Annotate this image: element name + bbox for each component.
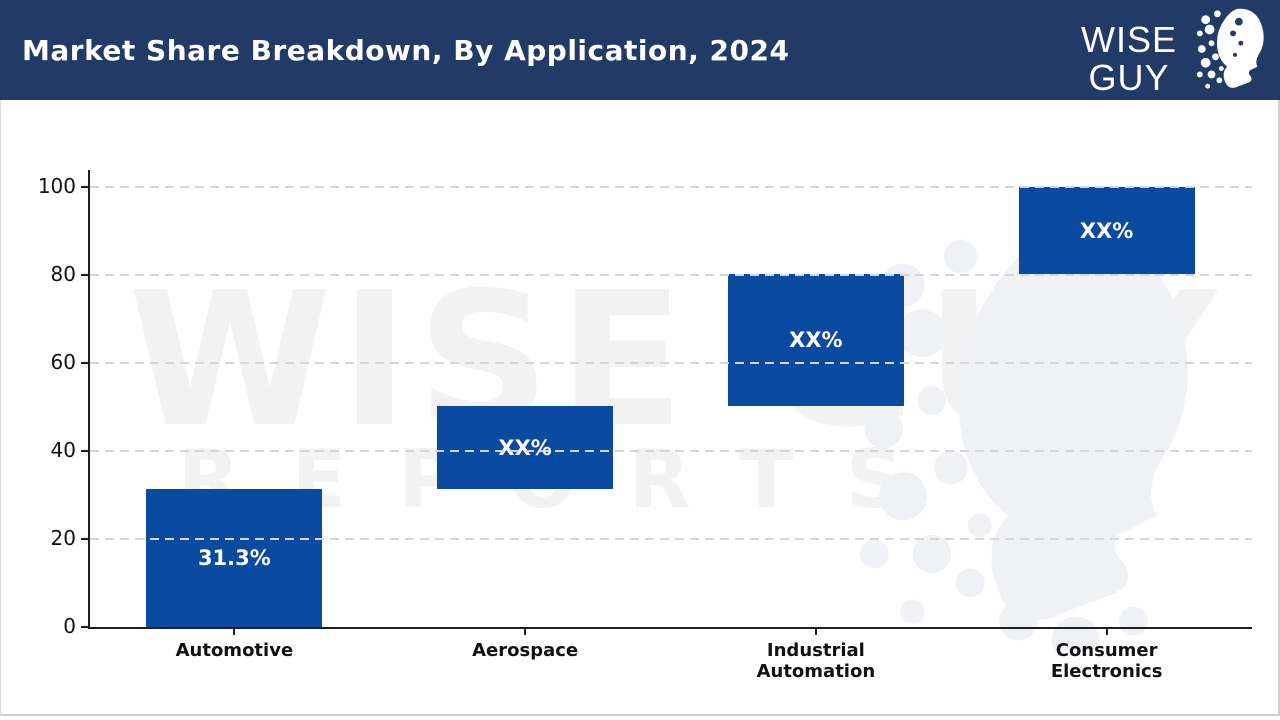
y-tick-mark xyxy=(81,362,88,364)
x-tick-mark xyxy=(814,629,817,635)
x-category-label-line: Automation xyxy=(756,661,876,682)
gridline-60 xyxy=(90,362,1252,364)
y-tick-mark xyxy=(81,274,88,276)
x-category-label: Consumer Electronics xyxy=(997,640,1217,682)
x-tick-mark xyxy=(1105,629,1108,635)
y-tick-label: 40 xyxy=(50,438,76,462)
x-category-label: Industrial Automation xyxy=(706,640,926,682)
bar-value-label: XX% xyxy=(789,328,843,353)
gridline-20 xyxy=(90,538,1252,540)
header-bar: Market Share Breakdown, By Application, … xyxy=(0,0,1280,113)
y-tick-label: 0 xyxy=(63,614,76,638)
bar-industrial-automation: XX% xyxy=(727,274,904,407)
gridline-100 xyxy=(90,186,1252,188)
watermark-face-dots-graphic xyxy=(859,231,1188,650)
y-tick-mark xyxy=(81,186,88,188)
gridline-40 xyxy=(90,450,1252,452)
x-category-label-line: Consumer xyxy=(1055,640,1158,661)
y-tick-label: 100 xyxy=(37,174,76,198)
bar-aerospace: XX% xyxy=(437,406,614,490)
page-title: Market Share Breakdown, By Application, … xyxy=(22,33,790,67)
x-axis-line xyxy=(88,627,1252,629)
x-tick-mark xyxy=(524,629,527,635)
bar-value-label: XX% xyxy=(1079,218,1134,243)
x-category-label-line: Industrial xyxy=(766,640,865,661)
y-tick-label: 60 xyxy=(50,350,76,374)
y-tick-mark xyxy=(81,450,88,452)
bar-automotive: 31.3% xyxy=(146,489,323,627)
brand-logo-reports-text: REPORTS xyxy=(1070,98,1197,113)
x-category-label-line: Aerospace xyxy=(472,640,579,661)
bar-consumer-electronics: XX% xyxy=(1018,187,1195,275)
bar-value-label: 31.3% xyxy=(197,546,271,571)
brand-logo-wordmark: WISE GUY xyxy=(1080,19,1177,98)
brand-logo-face-icon xyxy=(1196,8,1264,89)
y-tick-mark xyxy=(81,538,88,540)
y-tick-mark xyxy=(81,626,88,628)
brand-logo: WISE GUY REPORTS xyxy=(1038,19,1220,114)
y-tick-label: 80 xyxy=(50,262,76,286)
gridline-80 xyxy=(90,274,1252,276)
x-category-label: Aerospace xyxy=(415,640,635,661)
x-category-label-line: Electronics xyxy=(1050,661,1163,682)
bar-value-label: XX% xyxy=(498,435,552,460)
x-category-label: Automotive xyxy=(124,640,344,661)
x-tick-mark xyxy=(233,629,236,635)
y-tick-label: 20 xyxy=(50,526,76,550)
y-axis-line xyxy=(88,170,90,629)
x-category-label-line: Automotive xyxy=(175,640,294,661)
